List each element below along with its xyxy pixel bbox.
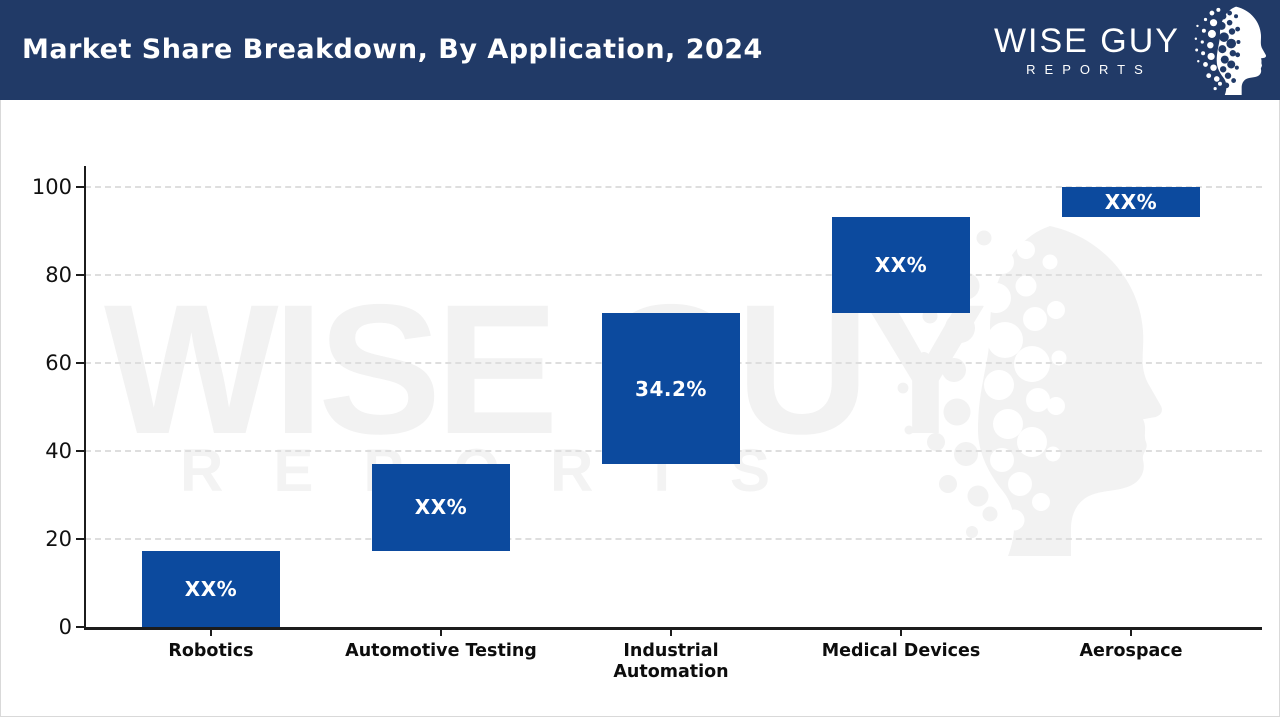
logo-reports-text: REPORTS	[1026, 62, 1152, 77]
bar-automotive-testing: XX%	[372, 463, 510, 551]
y-axis-tick	[76, 274, 85, 276]
wise-guy-reports-logo: WISE GUY REPORTS	[994, 4, 1270, 96]
page-title: Market Share Breakdown, By Application, …	[22, 34, 763, 65]
gridline	[85, 186, 1262, 188]
y-axis-tick	[76, 450, 85, 452]
logo-text: WISE GUY REPORTS	[994, 23, 1180, 77]
bar-industrial-automation: 34.2%	[602, 313, 740, 464]
bar-value-label: XX%	[184, 576, 238, 601]
x-axis-label: Automotive Testing	[345, 641, 537, 661]
y-axis-tick-label: 20	[45, 527, 72, 551]
x-axis-line	[84, 627, 1262, 630]
bar-value-label: XX%	[874, 253, 928, 278]
header: Market Share Breakdown, By Application, …	[0, 0, 1280, 100]
y-axis-tick	[76, 362, 85, 364]
bar-robotics: XX%	[142, 550, 280, 627]
x-axis-tick	[210, 630, 212, 636]
gridline	[85, 538, 1262, 540]
gridline	[85, 274, 1262, 276]
bar-value-label: XX%	[414, 495, 468, 520]
y-axis-tick	[76, 538, 85, 540]
bar-value-label: XX%	[1104, 189, 1158, 214]
y-axis-tick-label: 80	[45, 263, 72, 287]
y-axis-tick-label: 40	[45, 439, 72, 463]
y-axis-tick-label: 60	[45, 351, 72, 375]
bar-aerospace: XX%	[1062, 187, 1200, 217]
bar-value-label: 34.2%	[635, 376, 707, 401]
bar-medical-devices: XX%	[832, 216, 970, 314]
x-axis-tick	[1130, 630, 1132, 636]
x-axis-tick	[440, 630, 442, 636]
y-axis-tick	[76, 626, 85, 628]
logo-wordmark: WISE GUY	[993, 22, 1180, 60]
y-axis-line	[84, 166, 86, 630]
y-axis-tick-label: 100	[31, 175, 72, 199]
x-axis-tick	[670, 630, 672, 636]
logo-head-icon	[1194, 6, 1267, 95]
x-axis-tick	[900, 630, 902, 636]
x-axis-label: Industrial Automation	[613, 641, 729, 682]
x-axis-label: Aerospace	[1079, 641, 1183, 661]
x-axis-label: Robotics	[168, 641, 254, 661]
y-axis-tick-label: 0	[58, 615, 72, 639]
x-axis-label: Medical Devices	[821, 641, 981, 661]
y-axis-tick	[76, 186, 85, 188]
